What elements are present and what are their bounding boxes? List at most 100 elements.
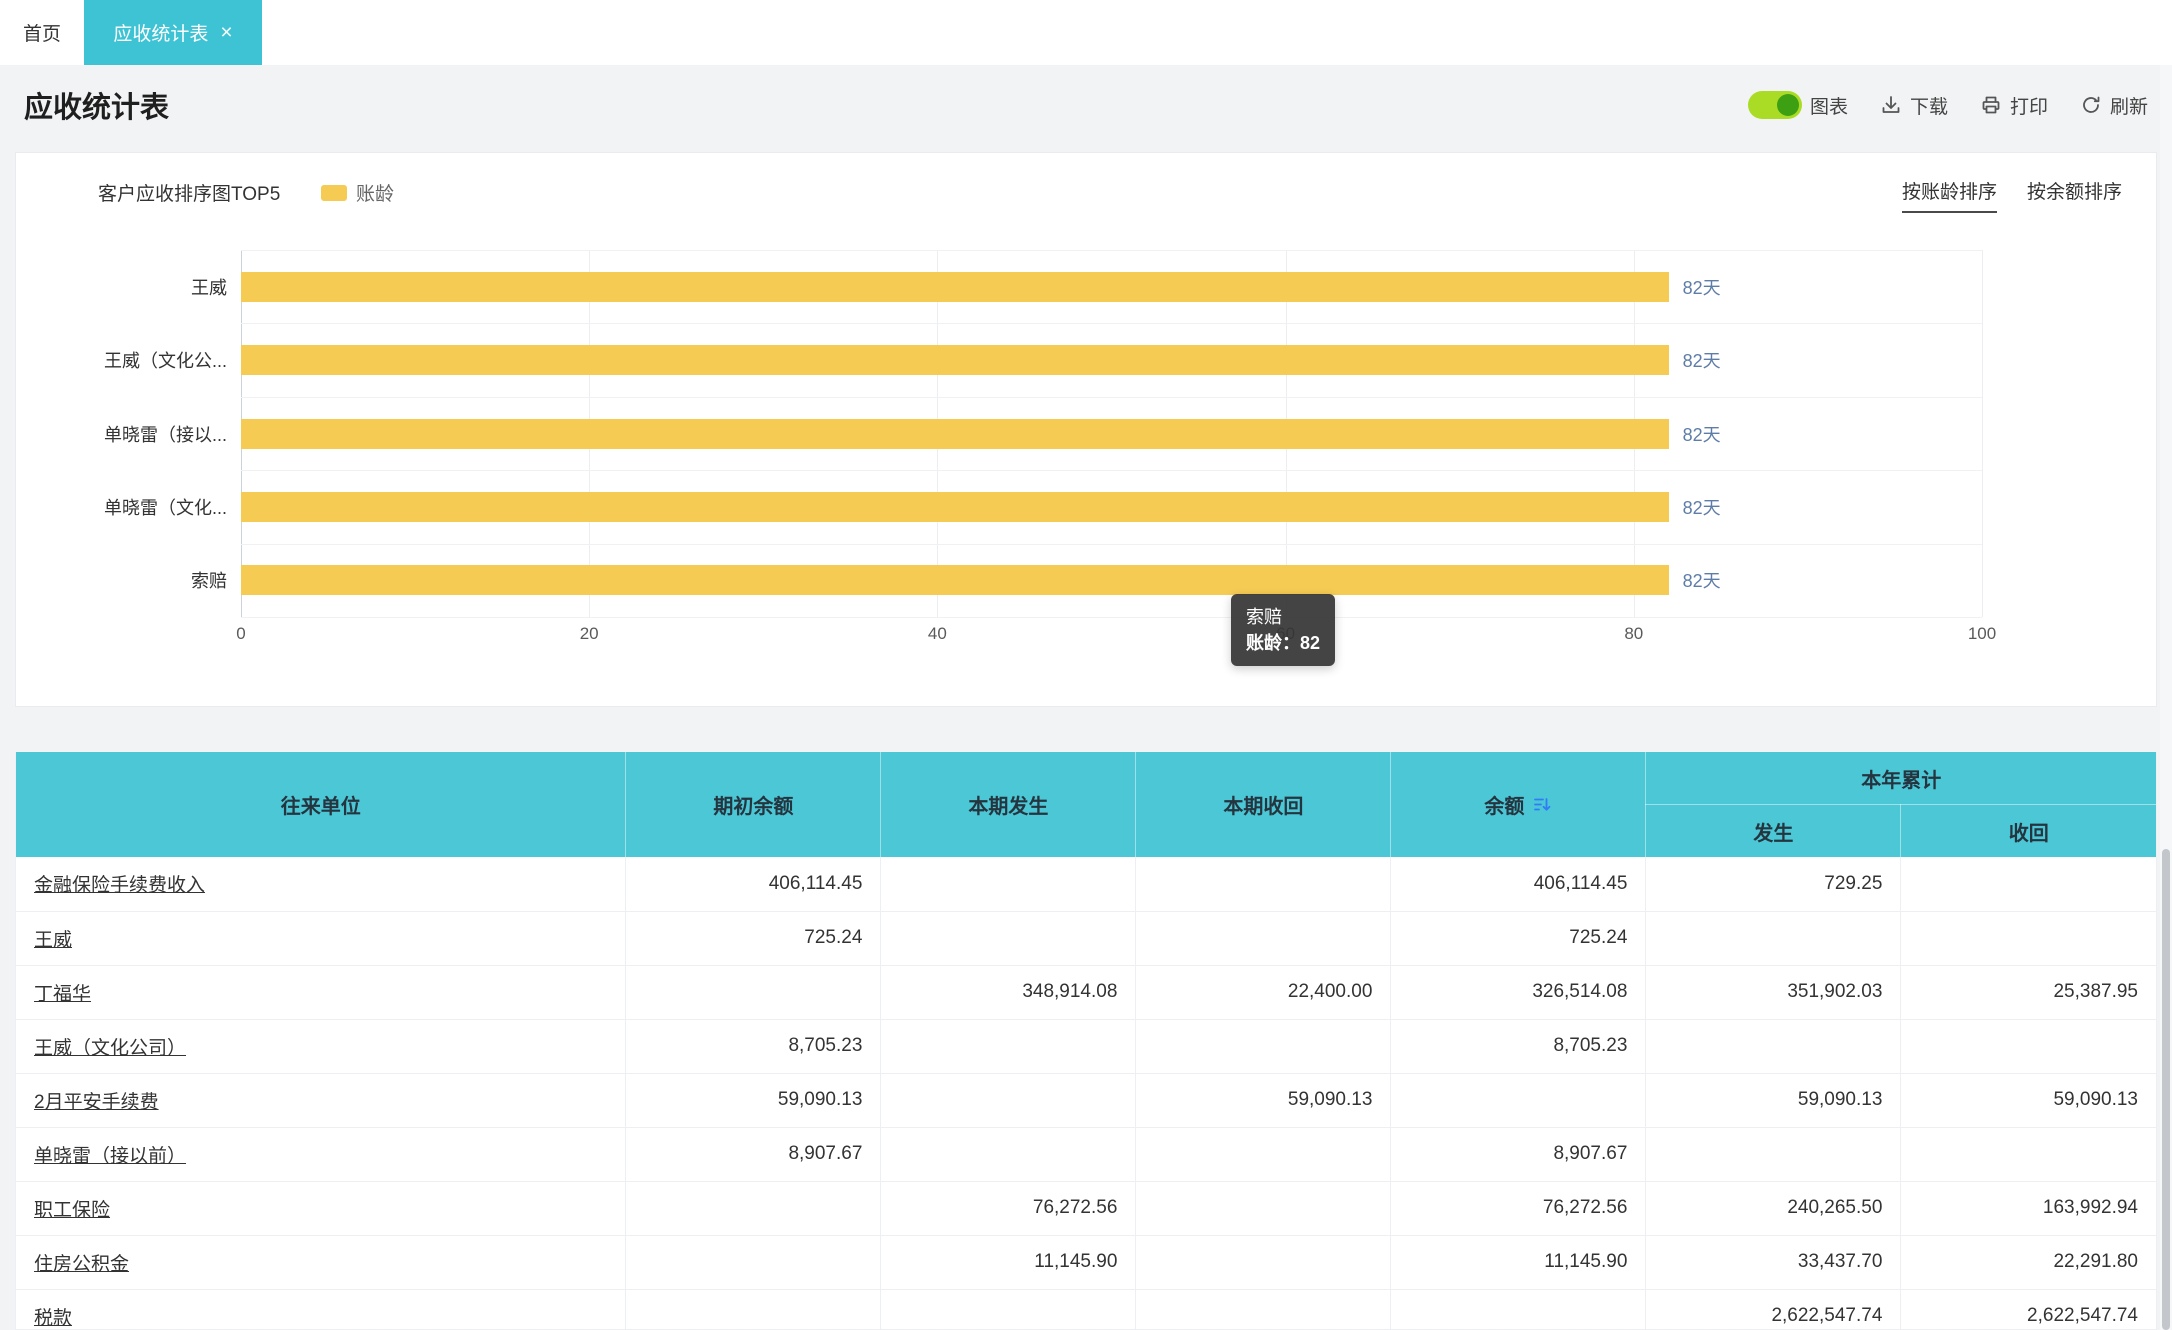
chart-tooltip: 索赔 账龄：82 <box>1231 594 1336 667</box>
cell-balance: 725.24 <box>1390 911 1647 966</box>
print-button[interactable]: 打印 <box>1980 92 2048 119</box>
cell-ytd-received: 2,622,547.74 <box>1900 1289 2156 1329</box>
cell-ytd-incurred: 729.25 <box>1645 857 1902 912</box>
scrollbar-thumb[interactable] <box>2162 849 2170 1330</box>
cell-received: 22,400.00 <box>1135 965 1392 1020</box>
x-axis-tick-label: 40 <box>927 624 947 643</box>
legend-swatch-icon <box>321 184 347 201</box>
cell-balance: 8,907.67 <box>1390 1127 1647 1182</box>
cell-incurred <box>880 1127 1137 1182</box>
cell-opening: 406,114.45 <box>625 857 882 912</box>
unit-link[interactable]: 金融保险手续费收入 <box>34 875 206 897</box>
table-row: 税款 2,622,547.74 2,622,547.74 <box>16 1289 2156 1329</box>
bar-value-label: 82天 <box>1682 571 1721 592</box>
cell-ytd-received <box>1900 857 2156 912</box>
tab-receivable-statistics[interactable]: 应收统计表 × <box>84 0 262 65</box>
aging-bar[interactable] <box>241 418 1669 449</box>
cell-incurred: 348,914.08 <box>880 965 1137 1020</box>
x-axis-tick-label: 80 <box>1624 624 1644 643</box>
cell-received <box>1135 1127 1392 1182</box>
legend-label: 账龄 <box>356 184 395 205</box>
unit-link[interactable]: 职工保险 <box>34 1199 111 1221</box>
chart-splitline <box>241 323 1982 325</box>
cell-balance: 11,145.90 <box>1390 1235 1647 1290</box>
cell-received <box>1135 1235 1392 1290</box>
unit-link[interactable]: 单晓雷（接以前） <box>34 1145 187 1167</box>
cell-incurred <box>880 1073 1137 1128</box>
bar-value-label: 82天 <box>1682 351 1721 372</box>
chart-view-toggle[interactable]: 图表 <box>1747 91 1848 119</box>
col-header-ytd-received: 收回 <box>1900 804 2156 857</box>
cell-unit: 王威（文化公司） <box>16 1019 627 1074</box>
sort-by-aging-tab[interactable]: 按账龄排序 <box>1901 177 1997 213</box>
unit-link[interactable]: 税款 <box>34 1307 73 1329</box>
table-row: 王威（文化公司） 8,705.23 8,705.23 <box>16 1019 2156 1074</box>
cell-balance: 8,705.23 <box>1390 1019 1647 1074</box>
cell-balance: 326,514.08 <box>1390 965 1647 1020</box>
cell-opening <box>625 965 882 1020</box>
cell-received <box>1135 1289 1392 1329</box>
sort-by-balance-tab[interactable]: 按余额排序 <box>2026 182 2122 203</box>
y-axis-category-label: 单晓雷（文化... <box>103 497 227 518</box>
col-header-ytd: 本年累计 <box>1645 752 2156 805</box>
cell-ytd-received: 59,090.13 <box>1900 1073 2156 1128</box>
cell-unit: 税款 <box>16 1289 627 1329</box>
unit-link[interactable]: 丁福华 <box>34 983 92 1005</box>
cell-ytd-incurred: 2,622,547.74 <box>1645 1289 1902 1329</box>
aging-bar[interactable] <box>241 565 1669 596</box>
col-header-ytd-incurred: 发生 <box>1645 804 1902 857</box>
y-axis-category-label: 索赔 <box>191 571 227 592</box>
cell-opening: 8,705.23 <box>625 1019 882 1074</box>
unit-link[interactable]: 王威 <box>34 929 73 951</box>
refresh-button[interactable]: 刷新 <box>2080 92 2148 119</box>
y-axis-category-label: 单晓雷（接以... <box>103 424 227 445</box>
print-label: 打印 <box>2009 96 2048 118</box>
aging-bar[interactable] <box>241 345 1669 376</box>
cell-received <box>1135 1181 1392 1236</box>
refresh-icon <box>2083 96 2100 113</box>
aging-bar[interactable] <box>241 491 1669 522</box>
tab-receivable-label: 应收统计表 <box>113 24 209 45</box>
cell-opening: 59,090.13 <box>625 1073 882 1128</box>
receivables-table-grid: 往来单位 期初余额 本期发生 本期收回 余额 本年累计 发生 收回 <box>16 752 2156 1329</box>
cell-incurred <box>880 1019 1137 1074</box>
cell-balance: 406,114.45 <box>1390 857 1647 912</box>
table-row: 2月平安手续费 59,090.13 59,090.13 59,090.13 59,090… <box>16 1073 2156 1128</box>
cell-ytd-received <box>1900 1019 2156 1074</box>
cell-ytd-incurred: 351,902.03 <box>1645 965 1902 1020</box>
col-header-balance[interactable]: 余额 <box>1390 752 1647 857</box>
sort-icon[interactable] <box>1532 795 1552 815</box>
download-icon <box>1882 96 1900 113</box>
col-header-current-received: 本期收回 <box>1135 752 1392 857</box>
table-row: 丁福华 348,914.08 22,400.00 326,514.08 351,902.… <box>16 965 2156 1020</box>
tab-home[interactable]: 首页 <box>0 0 84 65</box>
unit-link[interactable]: 王威（文化公司） <box>34 1037 187 1059</box>
cell-ytd-received: 163,992.94 <box>1900 1181 2156 1236</box>
tooltip-value: 账龄：82 <box>1246 633 1321 654</box>
chart-gridline <box>1982 250 1983 617</box>
cell-received <box>1135 911 1392 966</box>
table-row: 职工保险 76,272.56 76,272.56 240,265.50 163,992.… <box>16 1181 2156 1236</box>
aging-bar[interactable] <box>241 271 1669 302</box>
download-button[interactable]: 下载 <box>1880 92 1948 119</box>
table-row: 单晓雷（接以前） 8,907.67 8,907.67 <box>16 1127 2156 1182</box>
toggle-switch-icon[interactable] <box>1747 91 1802 119</box>
toolbar: 图表 下载 打印 刷新 <box>1716 91 2148 119</box>
unit-link[interactable]: 住房公积金 <box>34 1253 130 1275</box>
bar-chart-plot: 索赔 账龄：82 020406080100王威82天王威（文化公...82天单晓… <box>104 250 1996 667</box>
cell-unit: 丁福华 <box>16 965 627 1020</box>
col-header-unit: 往来单位 <box>16 752 627 857</box>
tab-close-icon[interactable]: × <box>220 21 233 44</box>
cell-received: 59,090.13 <box>1135 1073 1392 1128</box>
table-row: 王威 725.24 725.24 <box>16 911 2156 966</box>
cell-incurred <box>880 857 1137 912</box>
tab-bar: 首页 应收统计表 × <box>0 0 2172 65</box>
col-header-current-incurred: 本期发生 <box>880 752 1137 857</box>
vertical-scrollbar[interactable] <box>2160 65 2172 1330</box>
chart-legend[interactable]: 账龄 <box>321 179 394 206</box>
cell-opening: 8,907.67 <box>625 1127 882 1182</box>
tab-home-label: 首页 <box>22 24 61 45</box>
page-title: 应收统计表 <box>24 92 170 124</box>
cell-ytd-incurred <box>1645 911 1902 966</box>
unit-link[interactable]: 2月平安手续费 <box>34 1091 159 1113</box>
